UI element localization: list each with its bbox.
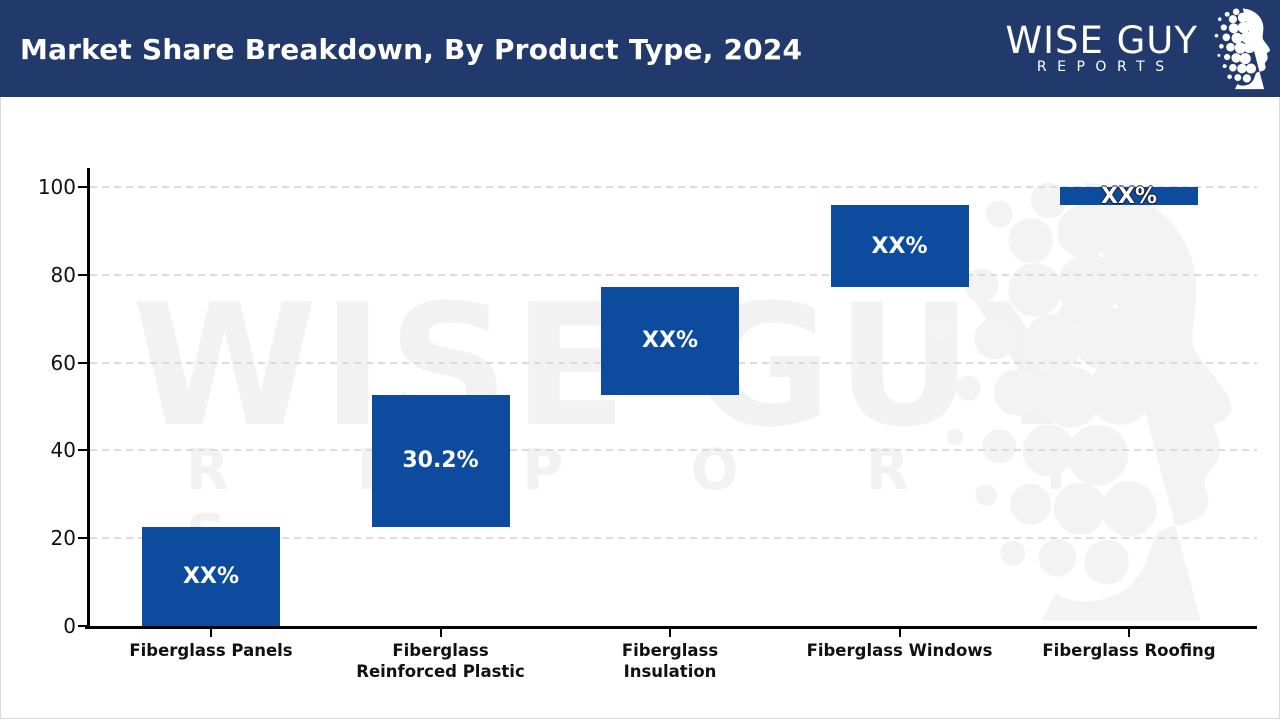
bar-fiberglass-insulation [601,286,739,395]
bar-fiberglass-reinforced-plastic [371,394,510,528]
y-tick-label: 0 [63,614,76,638]
y-tick-label: 40 [50,438,76,463]
gridline-100 [90,186,1257,188]
bar-value-label: XX% [871,233,928,259]
bar-value-label: 30.2% [402,448,479,474]
y-tick-mark [78,537,87,540]
y-tick-label: 80 [50,262,76,287]
y-axis [87,168,90,629]
x-tick-label: Fiberglass Windows [806,641,993,660]
y-tick-label: 100 [37,175,76,199]
x-tick-label: Fiberglass Roofing [1042,641,1216,660]
x-tick-label: Fiberglass Reinforced Plastic [356,641,525,682]
x-tick-mark [210,629,212,637]
bar-value-label: XX% [1101,183,1157,209]
bar-fiberglass-windows [830,205,969,287]
gridline-20 [90,537,1257,540]
gridline-40 [90,449,1257,452]
page-title: Market Share Breakdown, By Product Type,… [20,33,803,66]
x-tick-label: Fiberglass Panels [129,641,293,660]
x-tick-mark [1128,629,1130,637]
wiseguy-logo: WISE GUY REPORTS [1006,5,1274,91]
x-tick-label: Fiberglass Insulation [621,641,719,682]
bar-fiberglass-roofing [1060,187,1198,206]
x-tick-mark [439,629,442,637]
bar-value-label: XX% [642,328,698,354]
y-tick-mark [78,449,87,452]
wiseguy-logo-text: WISE GUY REPORTS [1005,18,1198,76]
gridline-80 [90,273,1257,276]
y-tick-mark [78,361,87,364]
y-tick-label: 60 [50,350,76,375]
y-tick-mark [78,186,87,188]
bar-fiberglass-panels [142,527,280,626]
x-tick-mark [898,629,901,637]
y-tick-mark [78,273,87,276]
y-tick-label: 20 [50,526,76,551]
wiseguy-head-icon [1200,5,1274,91]
bar-value-label: XX% [183,564,239,590]
header-bar: Market Share Breakdown, By Product Type,… [0,0,1280,97]
logo-reports-label: REPORTS [1036,59,1175,76]
x-axis [85,626,1257,629]
y-tick-mark [78,625,87,627]
x-tick-mark [669,629,671,637]
logo-wiseguy-label: WISE GUY [1005,18,1198,62]
